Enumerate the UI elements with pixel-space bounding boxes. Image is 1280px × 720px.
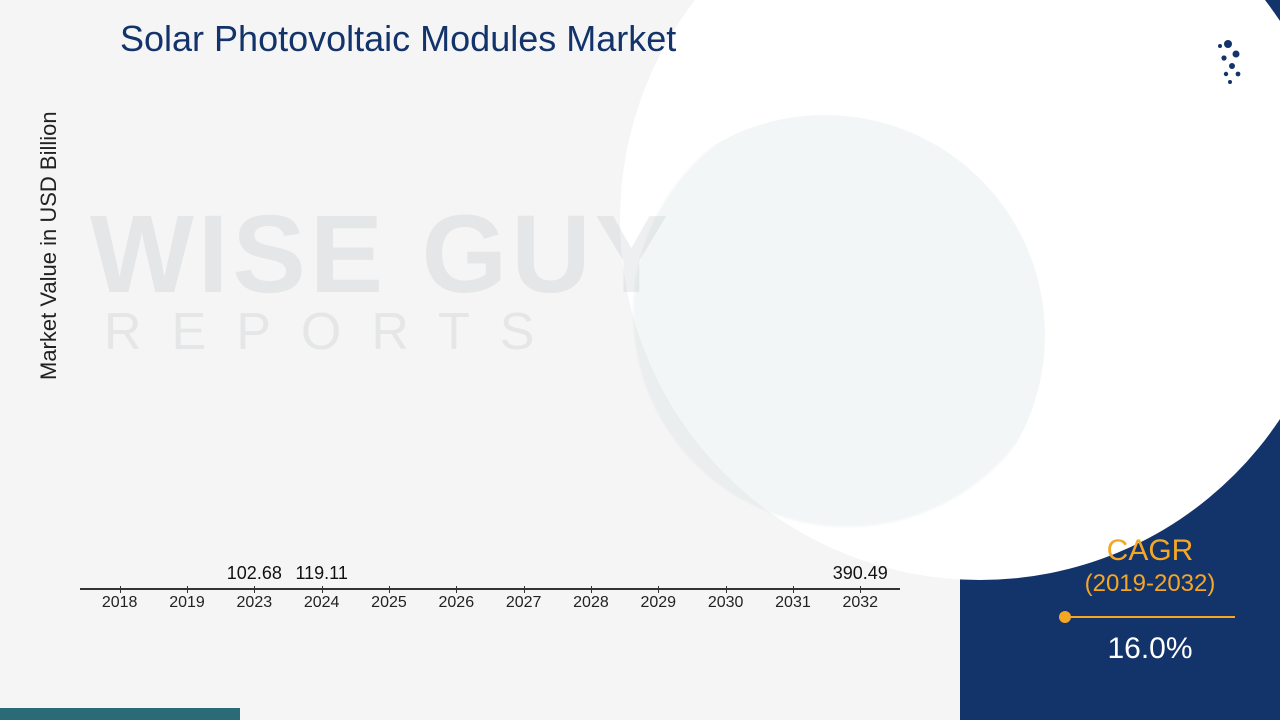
x-tick-label: 2024 — [288, 588, 355, 612]
x-tick-label: 2028 — [557, 588, 624, 612]
cagr-divider-icon — [1065, 616, 1235, 618]
cagr-range: (2019-2032) — [1020, 570, 1280, 598]
x-tick-label: 2025 — [355, 588, 422, 612]
chart-title: Solar Photovoltaic Modules Market — [120, 18, 676, 60]
x-tick-label: 2026 — [423, 588, 490, 612]
x-tick-label: 2023 — [221, 588, 288, 612]
x-tick-label: 2031 — [759, 588, 826, 612]
x-tick-label: 2029 — [625, 588, 692, 612]
y-axis-label: Market Value in USD Billion — [36, 111, 62, 380]
x-tick-label: 2032 — [827, 588, 894, 612]
x-tick-label: 2018 — [86, 588, 153, 612]
cagr-title: CAGR — [1020, 534, 1280, 568]
cagr-box: CAGR (2019-2032) 16.0% — [1020, 534, 1280, 666]
bars-container: 102.68 119.11 390.49 — [80, 160, 900, 588]
logo-text-main: WISE GUY — [992, 34, 1178, 73]
x-tick-label: 2019 — [153, 588, 220, 612]
logo-text-sub: REPORTS — [1008, 76, 1178, 93]
brand-logo: WISE GUY REPORTS — [982, 24, 1252, 134]
bar-value-label: 390.49 — [833, 563, 888, 584]
page-root: Solar Photovoltaic Modules Market WISE G… — [0, 0, 1280, 720]
chart-area: Solar Photovoltaic Modules Market WISE G… — [0, 0, 960, 720]
bar-value-label: 102.68 — [227, 563, 282, 584]
cagr-value: 16.0% — [1020, 632, 1280, 666]
x-axis: 2018201920232024202520262027202820292030… — [80, 588, 900, 612]
bottom-accent-bar — [0, 708, 240, 720]
x-tick-label: 2030 — [692, 588, 759, 612]
bar-value-label: 119.11 — [295, 563, 347, 584]
head-icon — [1180, 24, 1252, 118]
x-tick-label: 2027 — [490, 588, 557, 612]
plot-area: 102.68119.11390.49 201820192023202420252… — [80, 160, 900, 590]
